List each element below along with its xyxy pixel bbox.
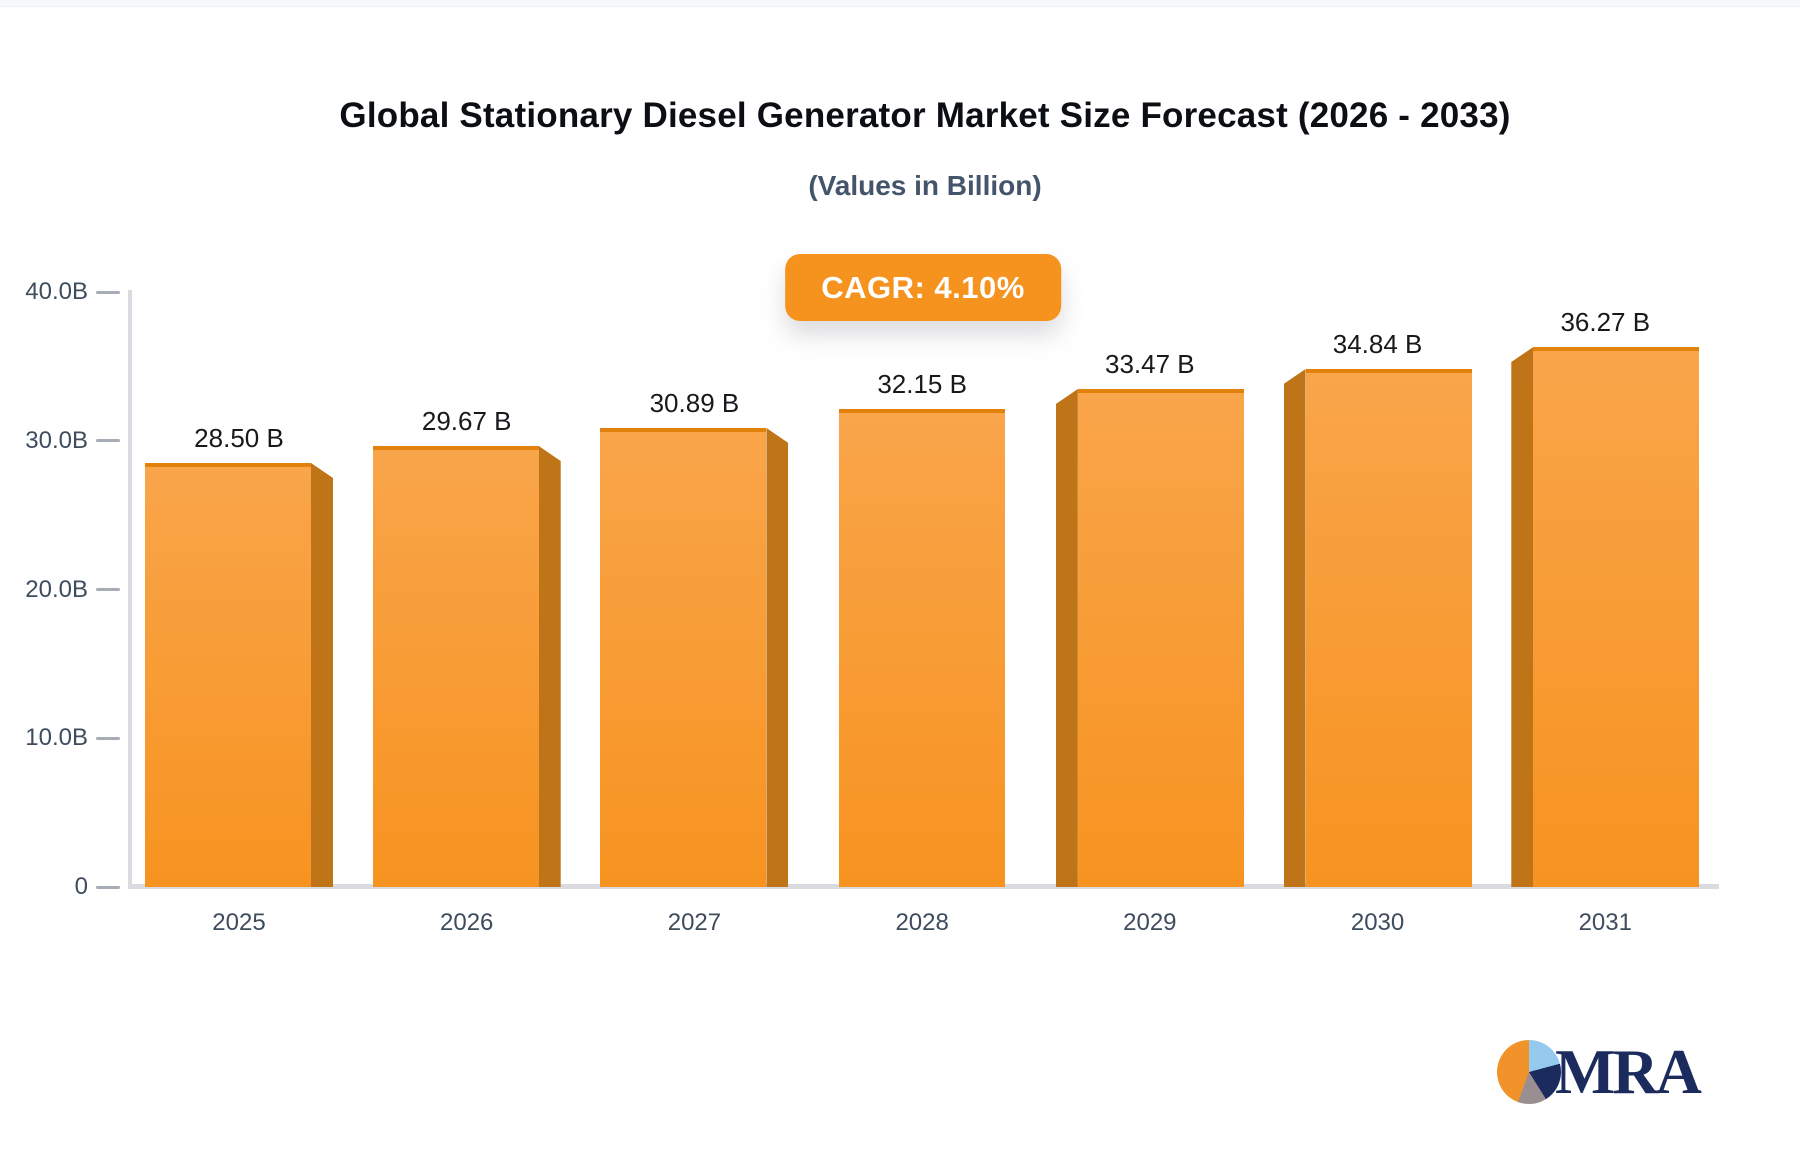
bar-value-label-2031: 36.27 B [1560, 307, 1651, 337]
bar-3d-side [1055, 389, 1078, 887]
bar-3d-side [538, 446, 561, 887]
bar-2028[interactable] [839, 409, 1006, 887]
x-axis-label-2026: 2026 [440, 909, 494, 936]
top-edge-strip [0, 0, 1800, 7]
bar-value-label-2027: 30.89 B [649, 388, 740, 418]
bar-value-label-2028: 32.15 B [877, 369, 967, 399]
bar-2026[interactable] [372, 446, 539, 887]
mra-logo-pie-icon [1497, 1040, 1561, 1104]
mra-logo: MRA [1497, 1032, 1757, 1112]
x-axis-label-2025: 2025 [212, 909, 266, 936]
chart-title: Global Stationary Diesel Generator Marke… [339, 96, 1511, 135]
bar-2029[interactable] [1077, 389, 1244, 887]
y-axis-tick-dash [96, 885, 120, 889]
chart-subtitle: (Values in Billion) [808, 170, 1042, 201]
y-axis-tick-label: 10.0B [25, 724, 88, 752]
y-axis-line [128, 290, 132, 889]
bar-value-label-2030: 34.84 B [1332, 329, 1423, 359]
bar-2031[interactable] [1533, 347, 1700, 887]
bar-value-label-2025: 28.50 B [194, 423, 284, 453]
y-axis-tick-dash [96, 439, 120, 443]
x-axis-label-2031: 2031 [1578, 909, 1632, 936]
bar-2027[interactable] [600, 428, 767, 887]
mra-logo-text: MRA [1555, 1036, 1702, 1107]
bar-value-label-2029: 33.47 B [1105, 349, 1195, 379]
y-axis-tick-label: 40.0B [25, 278, 88, 305]
y-axis-tick-label: 30.0B [25, 426, 88, 454]
x-axis-label-2027: 2027 [667, 909, 722, 936]
bar-3d-side [1511, 347, 1534, 887]
bar-2025[interactable] [145, 463, 311, 887]
x-axis-label-2028: 2028 [895, 909, 949, 936]
y-axis-tick-label: 20.0B [25, 575, 88, 603]
y-axis-tick-dash [96, 290, 120, 294]
y-axis-tick-dash [96, 588, 120, 591]
bar-3d-side [311, 463, 333, 887]
cagr-badge: CAGR: 4.10% [785, 254, 1061, 321]
bar-3d-side [766, 428, 789, 887]
x-axis-label-2029: 2029 [1123, 909, 1177, 936]
bar-3d-side [1283, 369, 1306, 887]
y-axis-tick-dash [96, 736, 120, 740]
bar-value-label-2026: 29.67 B [421, 406, 512, 436]
bar-2030[interactable] [1305, 369, 1472, 887]
x-axis-label-2030: 2030 [1350, 909, 1405, 936]
y-axis-tick-label: 0 [74, 873, 88, 900]
